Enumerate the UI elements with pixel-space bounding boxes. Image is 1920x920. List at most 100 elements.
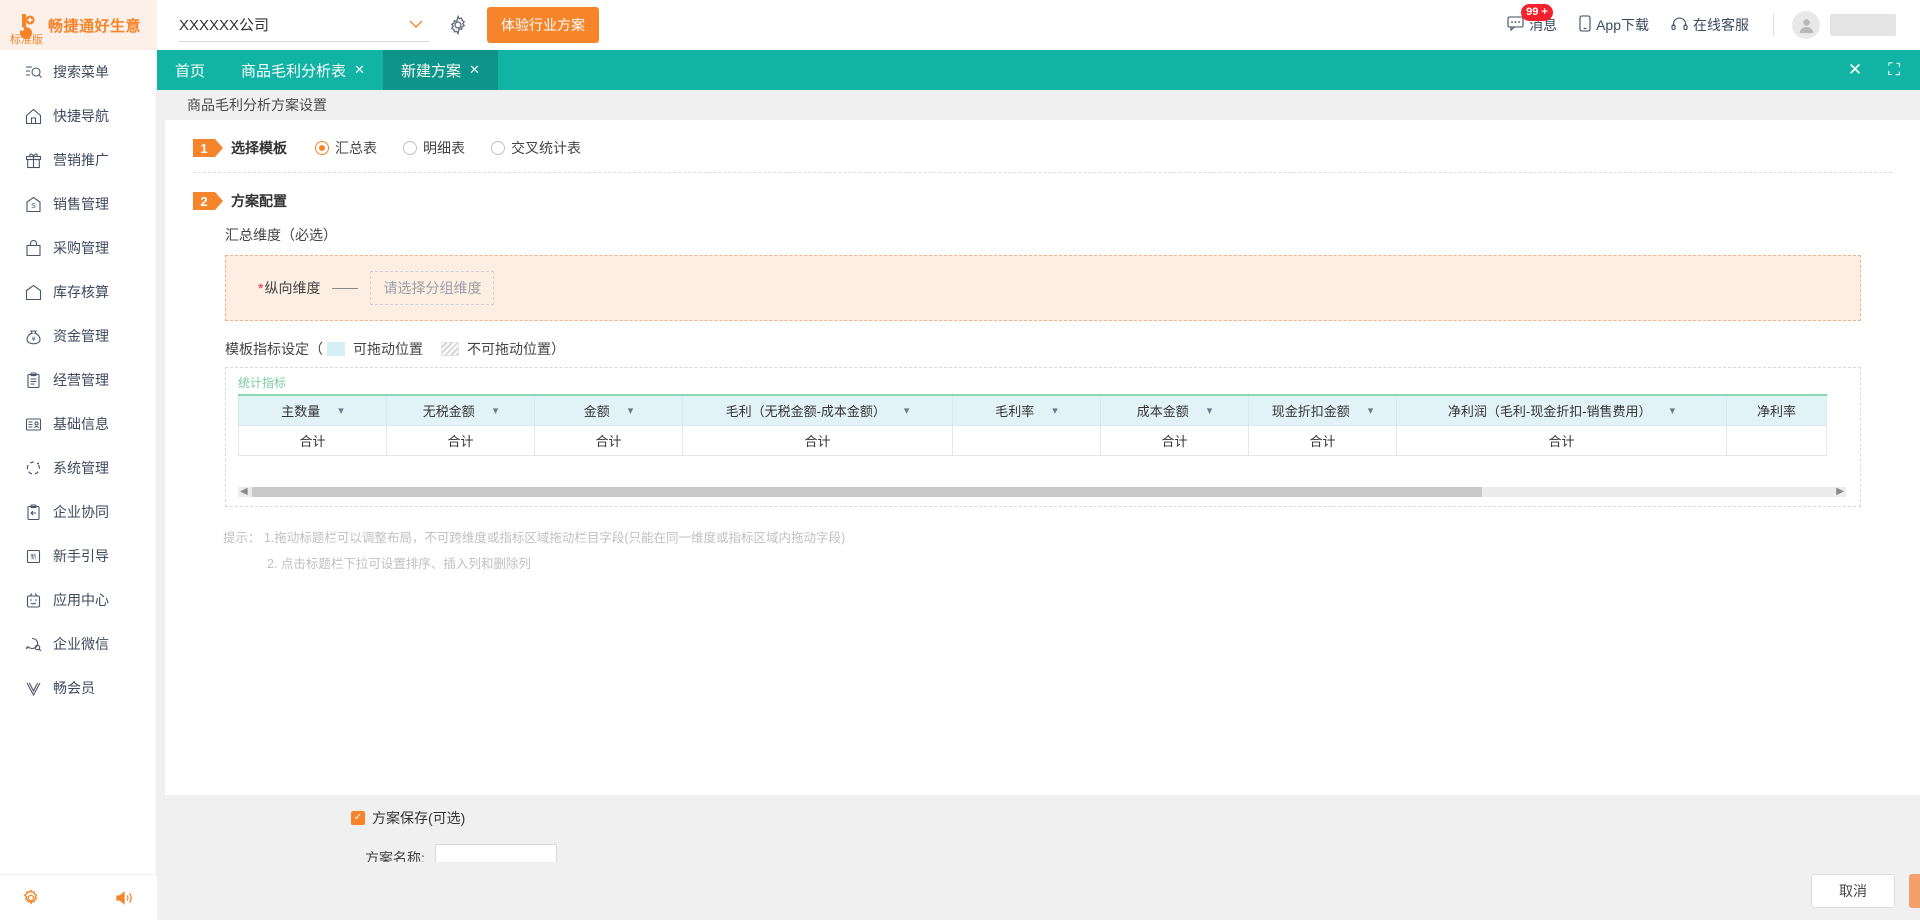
sidebar-item-operations[interactable]: 经营管理 <box>0 358 156 402</box>
radio-detail-table[interactable]: 明细表 <box>403 138 465 158</box>
header-message[interactable]: 消息 99 + <box>1507 4 1557 35</box>
sidebar-item-system[interactable]: 系统管理 <box>0 446 156 490</box>
col-gross-margin[interactable]: 毛利率 ▾ <box>952 394 1101 426</box>
radio-summary-table[interactable]: 汇总表 <box>315 138 377 158</box>
username-placeholder <box>1830 14 1896 36</box>
sidebar-item-inventory[interactable]: 库存核算 <box>0 270 156 314</box>
step-1-label: 选择模板 <box>231 140 287 156</box>
template-radio-group: 汇总表 明细表 交叉统计表 <box>315 138 581 158</box>
dimension-placeholder-slot[interactable]: 请选择分组维度 <box>370 271 495 305</box>
sidebar-item-wechat-work[interactable]: 企业微信 <box>0 622 156 666</box>
scroll-left-arrow-icon[interactable]: ◀ <box>240 486 248 497</box>
close-all-icon[interactable]: ✕ <box>1847 60 1863 79</box>
cell-net-profit-total: 合计 <box>1396 424 1727 456</box>
company-selector[interactable] <box>179 8 429 42</box>
col-amount-excl-tax[interactable]: 无税金额 ▾ <box>386 394 535 426</box>
radio-indicator <box>315 141 329 155</box>
required-star: * <box>258 280 264 296</box>
header-divider <box>1773 14 1774 36</box>
sidebar-item-label: 基础信息 <box>53 416 109 432</box>
cell-amount-total: 合计 <box>534 424 683 456</box>
headset-icon <box>1671 16 1688 35</box>
col-gross-profit[interactable]: 毛利（无税金额-成本金额） ▾ <box>682 394 953 426</box>
tab-home[interactable]: 首页 <box>157 50 223 90</box>
clipboard-icon <box>24 371 42 389</box>
legend-draggable-label: 可拖动位置 <box>353 341 423 357</box>
chevron-down-icon: ▾ <box>1052 404 1058 417</box>
mobile-icon <box>1579 15 1591 35</box>
chevron-down-icon: ▾ <box>1669 404 1676 417</box>
chevron-down-icon: ▾ <box>1367 404 1374 417</box>
company-input[interactable] <box>179 16 389 33</box>
try-industry-plan-button[interactable]: 体验行业方案 <box>487 7 599 43</box>
sidebar-item-search-menu[interactable]: 搜索菜单 <box>0 50 156 94</box>
tab-label: 商品毛利分析表 <box>241 62 347 80</box>
sidebar-item-vip[interactable]: 畅会员 <box>0 666 156 710</box>
tab-new-plan[interactable]: 新建方案 ✕ <box>382 50 498 90</box>
sidebar-item-label: 企业协同 <box>53 504 109 520</box>
hint-line-2: 2. 点击标题栏下拉可设置排序、插入列和删除列 <box>267 557 531 571</box>
metrics-table: 主数量 ▾ 无税金额 ▾ 金额 ▾ 毛利（无税金额-成本金额） ▾ 毛利率 ▾ 成本金额 ▾… <box>238 394 1827 456</box>
horizontal-scrollbar[interactable]: ◀ ▶ <box>238 486 1846 498</box>
chevron-down-icon[interactable] <box>409 17 423 30</box>
metrics-table-scroll[interactable]: 主数量 ▾ 无税金额 ▾ 金额 ▾ 毛利（无税金额-成本金额） ▾ 毛利率 ▾ 成本金额 ▾… <box>226 394 1862 456</box>
cell-net-margin-total <box>1726 424 1827 456</box>
step-1-number: 1 <box>193 139 223 157</box>
header-app-download[interactable]: App下载 <box>1579 15 1649 35</box>
col-cost-amount[interactable]: 成本金额 ▾ <box>1100 394 1249 426</box>
radio-label: 交叉统计表 <box>511 140 581 156</box>
sidebar-item-sales[interactable]: S 销售管理 <box>0 182 156 226</box>
chevron-down-icon: ▾ <box>627 404 634 417</box>
col-amount[interactable]: 金额 ▾ <box>534 394 683 426</box>
close-icon[interactable]: ✕ <box>354 62 365 77</box>
sidebar-item-marketing[interactable]: 营销推广 <box>0 138 156 182</box>
dimension-drop-zone[interactable]: *纵向维度 请选择分组维度 <box>225 255 1861 321</box>
sidebar-item-funds[interactable]: ¥ 资金管理 <box>0 314 156 358</box>
col-net-profit[interactable]: 净利润（毛利-现金折扣-销售费用） ▾ <box>1396 394 1727 426</box>
tab-strip-actions: ✕ ⛶ <box>1848 50 1920 90</box>
svg-text:¥: ¥ <box>31 336 35 343</box>
sidebar-item-basic-info[interactable]: 基础信息 <box>0 402 156 446</box>
gear-icon[interactable] <box>447 14 469 36</box>
step-2-label: 方案配置 <box>231 193 287 209</box>
cancel-button[interactable]: 取消 <box>1811 874 1895 908</box>
tab-gross-profit-report[interactable]: 商品毛利分析表 ✕ <box>223 50 383 90</box>
sidebar-item-label: 资金管理 <box>53 328 109 344</box>
sidebar-item-label: 畅会员 <box>53 680 95 696</box>
brand-logo-icon <box>14 10 44 40</box>
sidebar-item-collaboration[interactable]: 企业协同 <box>0 490 156 534</box>
volume-icon[interactable] <box>115 890 135 906</box>
col-main-qty[interactable]: 主数量 ▾ <box>238 394 387 426</box>
cell-cost-amount-total: 合计 <box>1100 424 1249 456</box>
cell-main-qty-total: 合计 <box>238 424 387 456</box>
save-and-query-button[interactable]: 保存并查询 <box>1909 874 1920 908</box>
scrollbar-track[interactable]: ◀ ▶ <box>238 486 1846 497</box>
sidebar-footer <box>0 874 157 920</box>
avatar[interactable] <box>1792 11 1820 39</box>
sidebar-item-app-center[interactable]: 应用中心 <box>0 578 156 622</box>
col-net-margin[interactable]: 净利率 <box>1726 394 1827 426</box>
sidebar-item-quick-nav[interactable]: 快捷导航 <box>0 94 156 138</box>
settings-footer-icon[interactable] <box>22 888 40 907</box>
sidebar-item-purchase[interactable]: 采购管理 <box>0 226 156 270</box>
save-plan-checkbox-row[interactable]: ✓ 方案保存(可选) <box>165 808 1920 828</box>
sales-icon: S <box>24 195 42 213</box>
fullscreen-icon[interactable]: ⛶ <box>1888 60 1900 79</box>
radio-cross-table[interactable]: 交叉统计表 <box>491 138 581 158</box>
sidebar-item-label: 采购管理 <box>53 240 109 256</box>
header-online-service[interactable]: 在线客服 <box>1671 15 1749 35</box>
close-icon[interactable]: ✕ <box>468 62 480 77</box>
sidebar-item-new-guide[interactable]: 新 新手引导 <box>0 534 156 578</box>
col-cash-discount[interactable]: 现金折扣金额 ▾ <box>1248 394 1397 426</box>
sidebar-item-label: 销售管理 <box>53 196 109 212</box>
chevron-down-icon: ▾ <box>338 404 344 417</box>
not-draggable-swatch-icon <box>441 342 459 356</box>
scroll-right-arrow-icon[interactable]: ▶ <box>1836 486 1844 497</box>
new-guide-icon: 新 <box>24 547 42 565</box>
cell-gross-margin-total <box>952 424 1101 456</box>
step-1-row: 1 选择模板 汇总表 明细表 交叉统计表 <box>165 120 1920 158</box>
metrics-table-caption: 统计指标 <box>238 376 287 390</box>
connector-line <box>332 287 359 289</box>
scrollbar-thumb[interactable] <box>252 487 1482 497</box>
sidebar-item-label: 系统管理 <box>53 460 109 476</box>
